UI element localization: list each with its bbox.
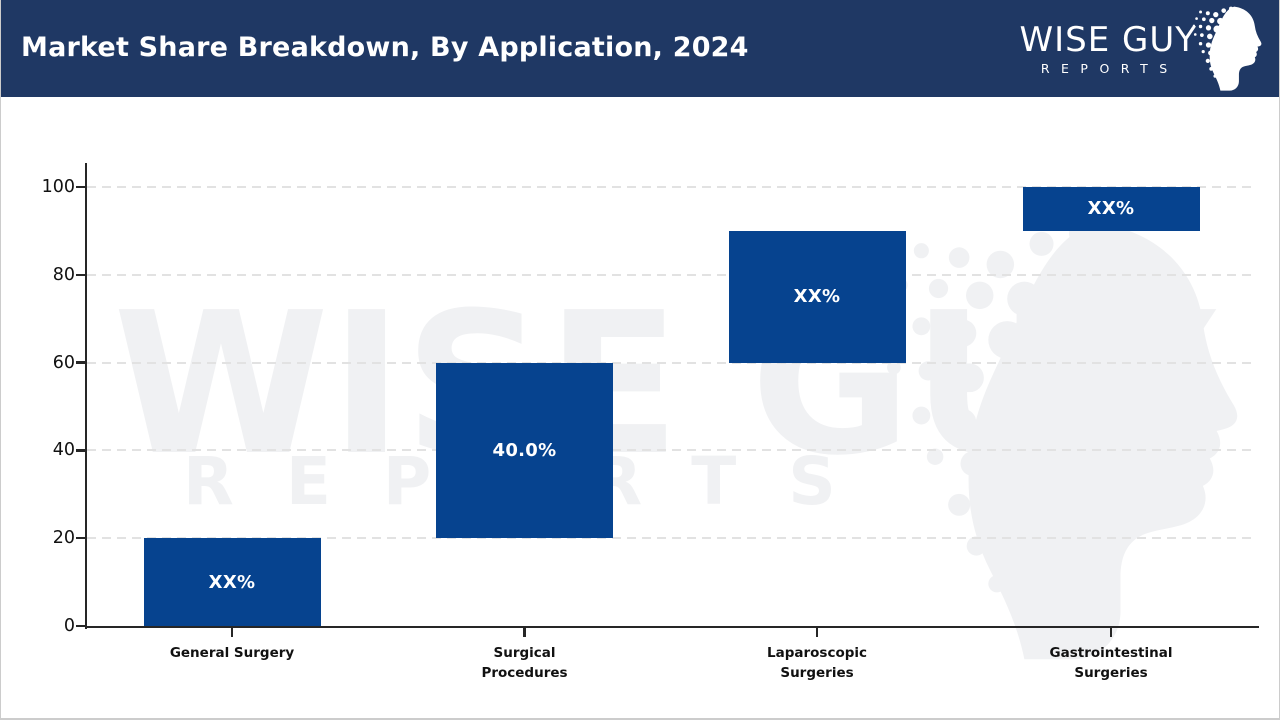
y-tick-label: 60 [52, 352, 75, 373]
bar-value-label: XX% [208, 571, 256, 593]
y-tick-label: 20 [52, 528, 75, 549]
y-tick-mark [76, 537, 85, 540]
y-axis-line [85, 163, 88, 629]
y-tick-mark [76, 624, 85, 628]
waterfall-bar: XX% [728, 230, 906, 363]
gridline [87, 537, 1253, 540]
x-tick-mark [815, 628, 819, 637]
x-tick-mark [230, 628, 234, 637]
chart-title: Market Share Breakdown, By Application, … [21, 32, 749, 64]
waterfall-bar: 40.0% [436, 362, 613, 539]
logo-subtext: REPORTS [1040, 60, 1179, 76]
y-tick-mark [76, 185, 85, 189]
x-axis-line [85, 626, 1259, 629]
y-tick-mark [76, 449, 85, 452]
gridline [87, 449, 1253, 452]
logo-face-icon [1192, 6, 1262, 91]
x-category-label: Laparoscopic Surgeries [766, 645, 868, 681]
bar-value-label: 40.0% [492, 439, 557, 461]
header-bar: Market Share Breakdown, By Application, … [1, 0, 1279, 97]
logo-text: WISE GUY REPORTS [1019, 23, 1197, 76]
brand-logo: WISE GUY REPORTS [1019, 5, 1269, 93]
x-tick-mark [1109, 628, 1113, 637]
y-tick-label: 0 [63, 616, 75, 636]
x-category-label: Surgical Procedures [481, 645, 568, 681]
bar-value-label: XX% [1087, 198, 1135, 220]
y-tick-mark [76, 273, 85, 276]
y-tick-label: 40 [52, 440, 75, 461]
chart-area: WISE GUY REPORTS 020406080100XX%General … [1, 97, 1279, 718]
y-tick-label: 100 [41, 177, 75, 197]
y-tick-mark [76, 361, 85, 364]
waterfall-bar: XX% [1022, 187, 1200, 231]
x-category-label: General Surgery [169, 645, 295, 661]
gridline [87, 361, 1253, 364]
logo-wordmark: WISE GUY [1019, 19, 1197, 60]
gridline [87, 186, 1253, 188]
bar-value-label: XX% [793, 286, 841, 308]
plot-area: 0 20 40 60 80 100 XX% General Surgery 40.0% Surgi… [1, 97, 1279, 718]
y-tick-label: 80 [52, 264, 75, 285]
gridline [87, 273, 1253, 276]
x-tick-mark [523, 628, 526, 637]
x-category-label: Gastrointestinal Surgeries [1049, 645, 1173, 681]
waterfall-bar: XX% [143, 538, 321, 626]
